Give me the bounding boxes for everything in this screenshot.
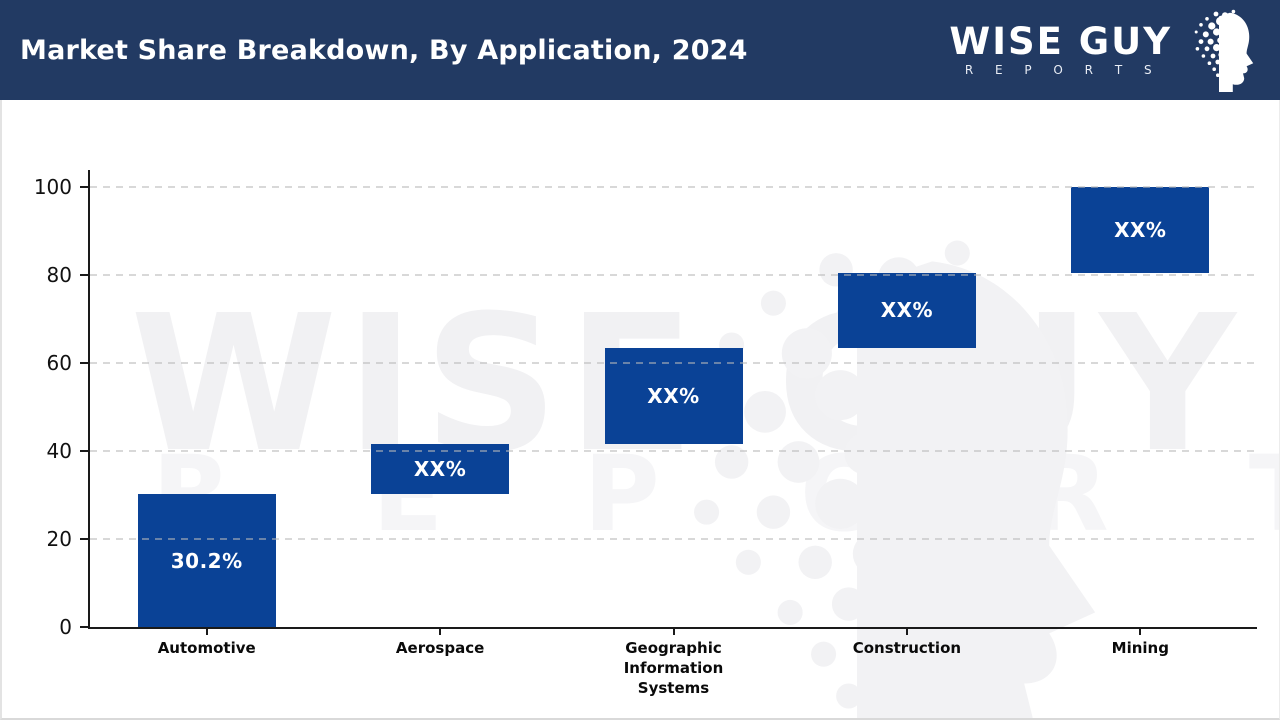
wiseguy-logo-text: WISE GUY R E P O R T S bbox=[949, 23, 1172, 77]
y-tick-label-100: 100 bbox=[33, 175, 72, 199]
y-tick-mark-40 bbox=[80, 450, 88, 452]
y-tick-mark-60 bbox=[80, 362, 88, 364]
gridline-20 bbox=[90, 538, 1257, 540]
bar-value-label: XX% bbox=[647, 384, 700, 408]
bar-construction: XX% bbox=[837, 272, 976, 348]
gridline-40 bbox=[90, 450, 1257, 452]
y-tick-mark-80 bbox=[80, 274, 88, 276]
bar-automotive: 30.2% bbox=[137, 494, 276, 627]
y-tick-mark-20 bbox=[80, 538, 88, 540]
x-category-label-construction: Construction bbox=[852, 639, 962, 657]
x-tick-mark-aerospace bbox=[439, 627, 442, 635]
y-tick-mark-100 bbox=[80, 186, 88, 188]
x-category-label-aerospace: Aerospace bbox=[395, 639, 485, 657]
plot-area: 0 20 40 60 80 100 30.2% Automotive XX% Aerospace X… bbox=[34, 170, 1257, 697]
watermark-subtext: R E P O R T S bbox=[152, 433, 1279, 555]
y-tick-label-60: 60 bbox=[46, 351, 72, 375]
bar-mining: XX% bbox=[1071, 187, 1210, 273]
bar-aerospace: XX% bbox=[371, 444, 510, 495]
gridline-60 bbox=[90, 362, 1257, 364]
wiseguy-face-icon bbox=[1176, 8, 1262, 92]
logo-brand-subtitle: R E P O R T S bbox=[964, 63, 1161, 77]
chart-canvas: WISE GUY R E P O R T S 02040608010030.2%… bbox=[0, 100, 1280, 720]
x-tick-mark-construction bbox=[905, 627, 908, 635]
y-tick-mark-0 bbox=[80, 626, 88, 628]
y-tick-label-40: 40 bbox=[46, 439, 72, 463]
y-tick-label-0: 0 bbox=[59, 615, 72, 639]
x-tick-mark-automotive bbox=[205, 627, 208, 635]
page-title: Market Share Breakdown, By Application, … bbox=[20, 34, 748, 66]
gridline-80 bbox=[90, 274, 1257, 276]
logo-brand-name: WISE GUY bbox=[949, 20, 1172, 63]
x-category-label-mining: Mining bbox=[1111, 639, 1169, 657]
x-category-label-automotive: Automotive bbox=[157, 639, 256, 657]
bar-value-label: 30.2% bbox=[170, 548, 243, 573]
bar-value-label: XX% bbox=[1114, 217, 1167, 242]
report-header: Market Share Breakdown, By Application, … bbox=[0, 0, 1280, 100]
x-category-label-geographic-information-systems: Geographic Information Systems bbox=[623, 639, 724, 697]
gridline-100 bbox=[90, 186, 1257, 188]
y-axis-line bbox=[88, 170, 90, 629]
y-tick-label-20: 20 bbox=[46, 527, 72, 551]
y-tick-label-80: 80 bbox=[46, 263, 72, 287]
bar-value-label: XX% bbox=[880, 298, 934, 323]
x-tick-mark-geographic-information-systems bbox=[672, 627, 675, 635]
wiseguy-logo: WISE GUY R E P O R T S bbox=[949, 8, 1262, 92]
bar-value-label: XX% bbox=[413, 457, 467, 482]
x-tick-mark-mining bbox=[1139, 627, 1142, 635]
